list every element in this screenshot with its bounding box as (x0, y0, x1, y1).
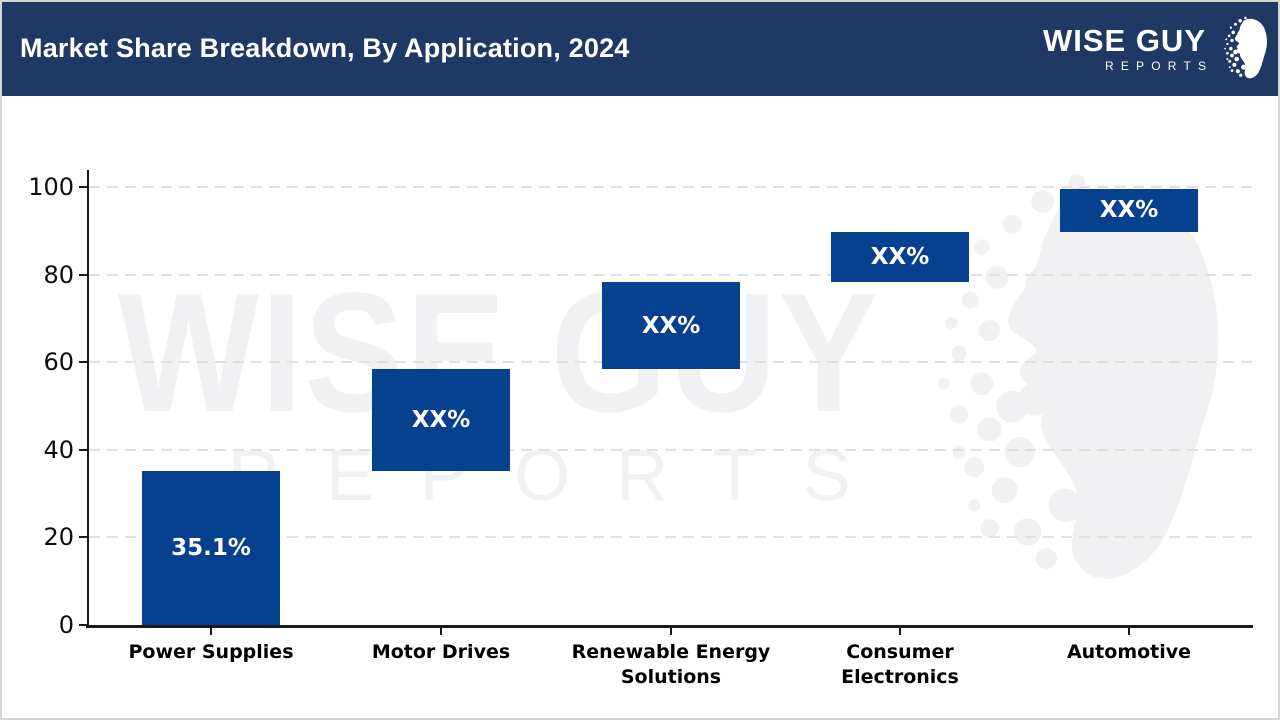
bar-automotive: XX% (1060, 188, 1198, 232)
wiseguy-logo: WISE GUY REPORTS (1043, 8, 1280, 88)
category-label-renewable-energy-solutions: Renewable Energy Solutions (571, 641, 771, 689)
x-axis-tick-automotive (1128, 628, 1130, 635)
logo-reports-text: REPORTS (1104, 58, 1214, 73)
y-tick-label-0: 0 (58, 611, 74, 639)
wiseguy-face-icon (1224, 16, 1267, 79)
y-tick-label-100: 100 (28, 173, 74, 201)
gridline-40 (89, 448, 1253, 451)
y-tick-label-40: 40 (43, 435, 74, 464)
y-axis-tick-60 (79, 361, 87, 364)
gridline-100 (89, 186, 1253, 188)
bar-value-label-consumer-electronics: XX% (870, 244, 930, 271)
gridline-20 (89, 536, 1253, 539)
y-tick-label-80: 80 (43, 260, 74, 289)
bar-value-label-motor-drives: XX% (411, 407, 471, 433)
category-label-consumer-electronics: Consumer Electronics (841, 641, 959, 689)
bar-value-label-renewable-energy-solutions: XX% (641, 312, 701, 339)
y-axis-line (87, 170, 89, 627)
chart-title: Market Share Breakdown, By Application, … (20, 32, 630, 63)
x-axis-tick-power-supplies (210, 628, 212, 635)
y-axis-tick-80 (79, 273, 87, 276)
y-axis-tick-100 (79, 186, 87, 188)
category-label-motor-drives: Motor Drives (371, 641, 511, 663)
x-axis-tick-consumer-electronics (899, 628, 901, 635)
logo-wiseguy-text: WISE GUY (1042, 22, 1206, 58)
y-tick-label-60: 60 (43, 348, 74, 377)
y-tick-label-20: 20 (43, 523, 74, 552)
wiseguy-logo-text: WISE GUY REPORTS (1043, 25, 1206, 72)
y-axis-tick-40 (79, 448, 87, 451)
bar-power-supplies: 35.1% (142, 471, 280, 625)
x-axis-line (86, 625, 1253, 628)
gridline-80 (89, 273, 1253, 276)
category-label-automotive: Automotive (1066, 641, 1192, 663)
x-axis-tick-renewable-energy-solutions (670, 628, 672, 635)
category-label-power-supplies: Power Supplies (128, 641, 294, 663)
header-bar: Market Share Breakdown, By Application, … (0, 0, 1280, 96)
y-axis-tick-0 (79, 624, 87, 626)
bar-value-label-power-supplies: 35.1% (171, 535, 251, 562)
bar-consumer-electronics: XX% (831, 231, 969, 283)
watermark-reports-text: REPORTS (228, 436, 897, 516)
bar-motor-drives: XX% (372, 368, 510, 472)
bar-value-label-automotive: XX% (1099, 197, 1159, 224)
y-axis-tick-20 (79, 536, 87, 539)
bar-renewable-energy-solutions: XX% (602, 282, 740, 369)
x-axis-tick-motor-drives (440, 628, 442, 635)
